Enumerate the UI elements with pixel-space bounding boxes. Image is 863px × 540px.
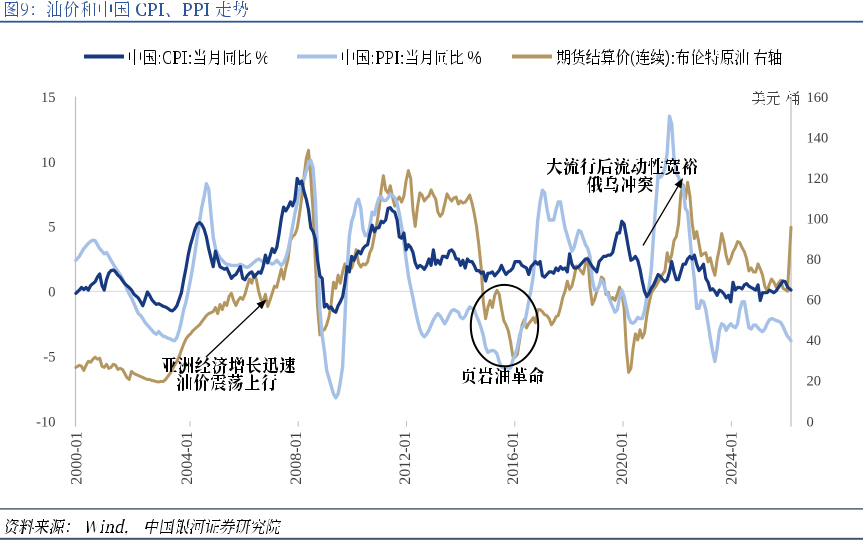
svg-text:60: 60 — [807, 293, 822, 309]
svg-text:15: 15 — [41, 90, 56, 106]
svg-text:160: 160 — [807, 90, 829, 106]
svg-text:40: 40 — [807, 333, 822, 349]
svg-text:2000-01: 2000-01 — [69, 431, 86, 484]
svg-text:20: 20 — [807, 374, 822, 390]
svg-text:2004-01: 2004-01 — [179, 431, 196, 484]
svg-text:5: 5 — [48, 220, 55, 236]
svg-text:2016-01: 2016-01 — [505, 431, 522, 484]
svg-text:120: 120 — [807, 171, 829, 187]
svg-text:140: 140 — [807, 130, 829, 146]
svg-text:100: 100 — [807, 212, 829, 228]
svg-text:80: 80 — [807, 252, 822, 268]
svg-text:0: 0 — [807, 414, 814, 430]
svg-text:-5: -5 — [43, 350, 55, 366]
svg-text:0: 0 — [48, 285, 55, 301]
svg-text:2024-01: 2024-01 — [724, 431, 741, 484]
svg-text:10: 10 — [41, 155, 56, 171]
svg-text:-10: -10 — [36, 414, 55, 430]
svg-text:2012-01: 2012-01 — [397, 431, 414, 484]
svg-text:2008-01: 2008-01 — [288, 431, 305, 484]
svg-text:2020-01: 2020-01 — [614, 431, 631, 484]
